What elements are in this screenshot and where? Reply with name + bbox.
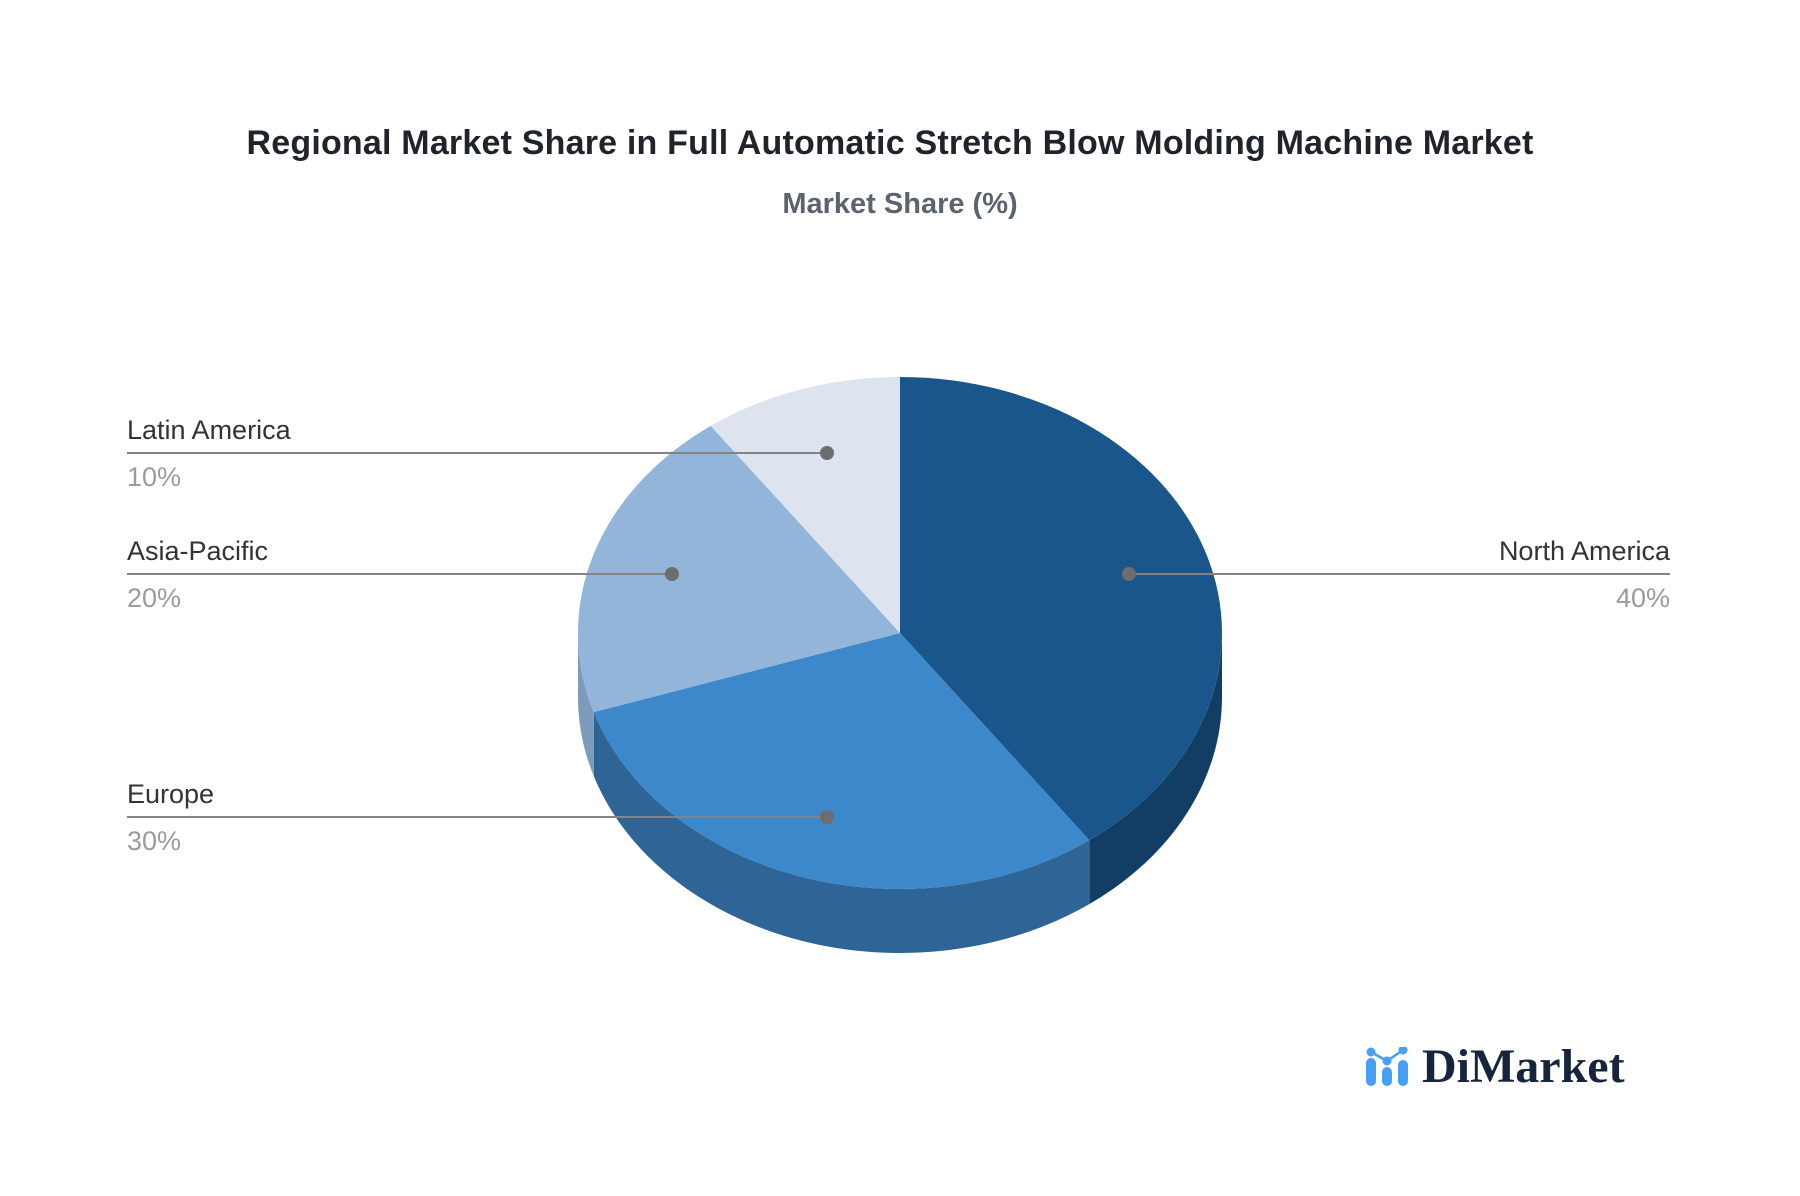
callout-europe: Europe 30% xyxy=(127,778,834,856)
pie-slice-asia-pacific xyxy=(578,425,900,713)
leader-line-north-america xyxy=(1122,567,1670,581)
pie-slice-north-america xyxy=(900,377,1222,841)
logo-text: DiMarket xyxy=(1422,1040,1625,1093)
slice-label-europe: Europe xyxy=(127,779,215,809)
leader-dot-asia-pacific xyxy=(665,567,679,581)
chart-subtitle: Market Share (%) xyxy=(782,188,1018,220)
leader-dot-europe xyxy=(820,810,834,824)
pie-slice-europe xyxy=(593,633,1090,889)
dimarket-logo: DiMarket xyxy=(1364,1043,1625,1091)
slice-percentage-north-america: 40% xyxy=(1615,583,1670,613)
bar-line-chart-icon xyxy=(1366,1047,1408,1086)
callout-latin-america: Latin America 10% xyxy=(127,414,834,492)
pie-slice-side-asia-pacific xyxy=(578,633,594,777)
pie-slice-side-europe xyxy=(593,712,1090,953)
pie-slice-side-north-america xyxy=(1089,633,1222,905)
chart-title: Regional Market Share in Full Automatic … xyxy=(246,124,1534,162)
leader-line-latin-america xyxy=(127,446,834,460)
slice-label-asia-pacific: Asia-Pacific xyxy=(127,536,269,566)
slice-label-north-america: North America xyxy=(1498,536,1670,566)
slice-percentage-asia-pacific: 20% xyxy=(127,583,182,613)
slice-label-latin-america: Latin America xyxy=(127,415,291,445)
slice-percentage-europe: 30% xyxy=(127,826,182,856)
slice-percentage-latin-america: 10% xyxy=(127,462,182,492)
callout-north-america: North America 40% xyxy=(1122,535,1670,613)
callout-asia-pacific: Asia-Pacific 20% xyxy=(127,535,679,613)
leader-line-europe xyxy=(127,810,834,824)
pie-slice-latin-america xyxy=(710,377,900,633)
leader-dot-latin-america xyxy=(820,446,834,460)
leader-line-asia-pacific xyxy=(127,567,679,581)
leader-dot-north-america xyxy=(1122,567,1136,581)
